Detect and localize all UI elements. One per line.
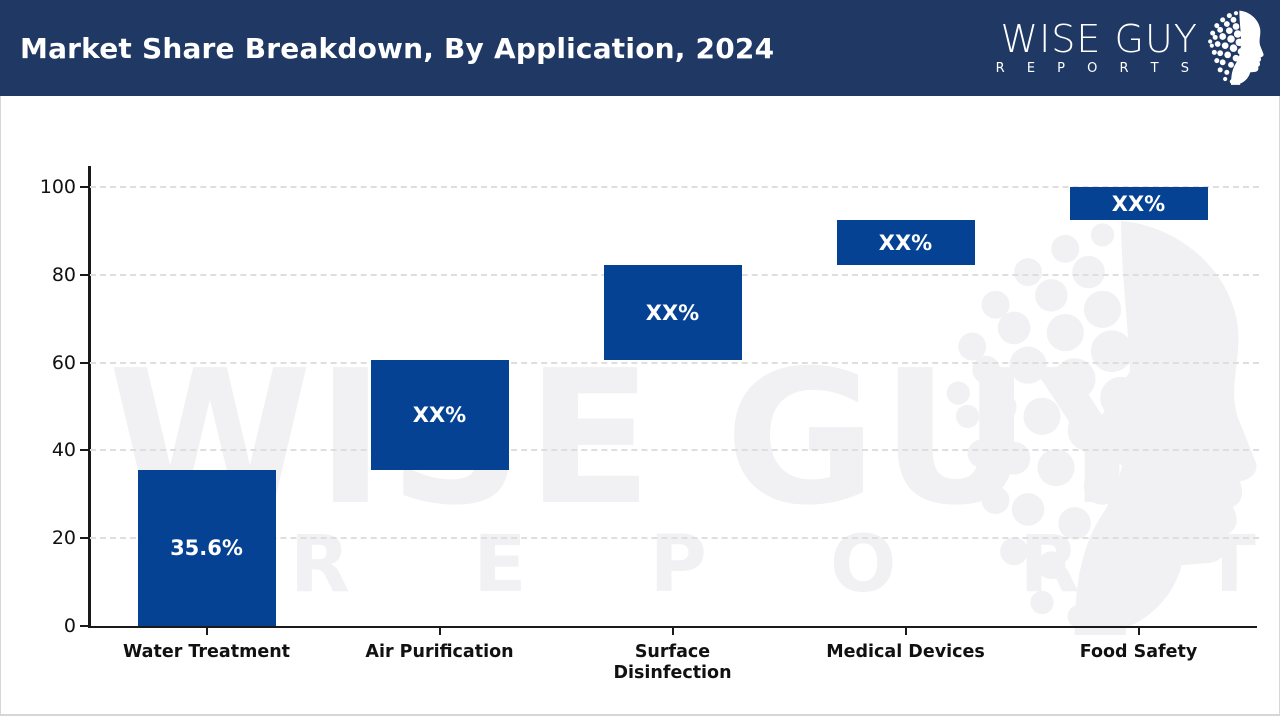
wiseguy-logo: WISE GUY R E P O R T S (990, 8, 1280, 89)
x-tick-mark-water-treatment (205, 628, 208, 635)
bar-water-treatment: 35.6% (137, 469, 276, 626)
x-tick-mark-medical-devices (904, 628, 907, 635)
bar-value-label: 35.6% (170, 535, 243, 560)
y-tick-label-40: 40 (51, 439, 76, 462)
page-title: Market Share Breakdown, By Application, … (20, 31, 775, 65)
bar-value-label: XX% (412, 403, 467, 428)
y-tick-label-20: 20 (51, 527, 76, 550)
x-tick-mark-surface-disinfection (671, 628, 674, 635)
bar-air-purification: XX% (370, 360, 509, 470)
wiseguy-logo-line1: WISE GUY (1000, 17, 1198, 61)
x-tick-mark-food-safety (1137, 628, 1140, 635)
y-tick-mark-40 (80, 449, 89, 452)
wiseguy-logo-text: WISE GUY R E P O R T S (990, 20, 1198, 76)
wiseguy-head-logo-icon (1198, 8, 1266, 89)
bar-medical-devices: XX% (836, 220, 975, 266)
bar-value-label: XX% (1111, 191, 1166, 216)
gridline-y-40 (90, 449, 1259, 452)
bar-value-label: XX% (878, 230, 933, 255)
y-tick-label-100: 100 (39, 176, 76, 198)
y-tick-mark-100 (80, 186, 89, 188)
x-category-label-food-safety: Food Safety (1079, 642, 1198, 662)
x-category-label-air-purification: Air Purification (365, 642, 514, 662)
gridline-y-20 (90, 537, 1259, 540)
bar-food-safety: XX% (1069, 187, 1208, 221)
wiseguy-logo-line2: R E P O R T S (995, 61, 1198, 76)
bar-value-label: XX% (645, 300, 700, 325)
y-tick-mark-80 (80, 273, 89, 276)
x-tick-mark-air-purification (438, 628, 441, 635)
y-tick-mark-60 (80, 361, 89, 364)
y-axis-line (88, 166, 91, 628)
y-tick-label-60: 60 (51, 351, 76, 374)
y-tick-label-0: 0 (63, 615, 76, 637)
bar-surface-disinfection: XX% (603, 265, 742, 361)
x-category-label-surface-disinfection: Surface Disinfection (613, 642, 732, 684)
x-category-label-water-treatment: Water Treatment (122, 642, 291, 662)
header-bar: Market Share Breakdown, By Application, … (0, 0, 1280, 96)
y-tick-mark-20 (80, 537, 89, 540)
y-tick-label-80: 80 (51, 263, 76, 286)
gridline-y-60 (90, 361, 1259, 364)
y-tick-mark-0 (80, 625, 89, 627)
gridline-y-100 (90, 186, 1259, 188)
x-axis-line (88, 625, 1257, 628)
x-category-label-medical-devices: Medical Devices (826, 642, 985, 662)
